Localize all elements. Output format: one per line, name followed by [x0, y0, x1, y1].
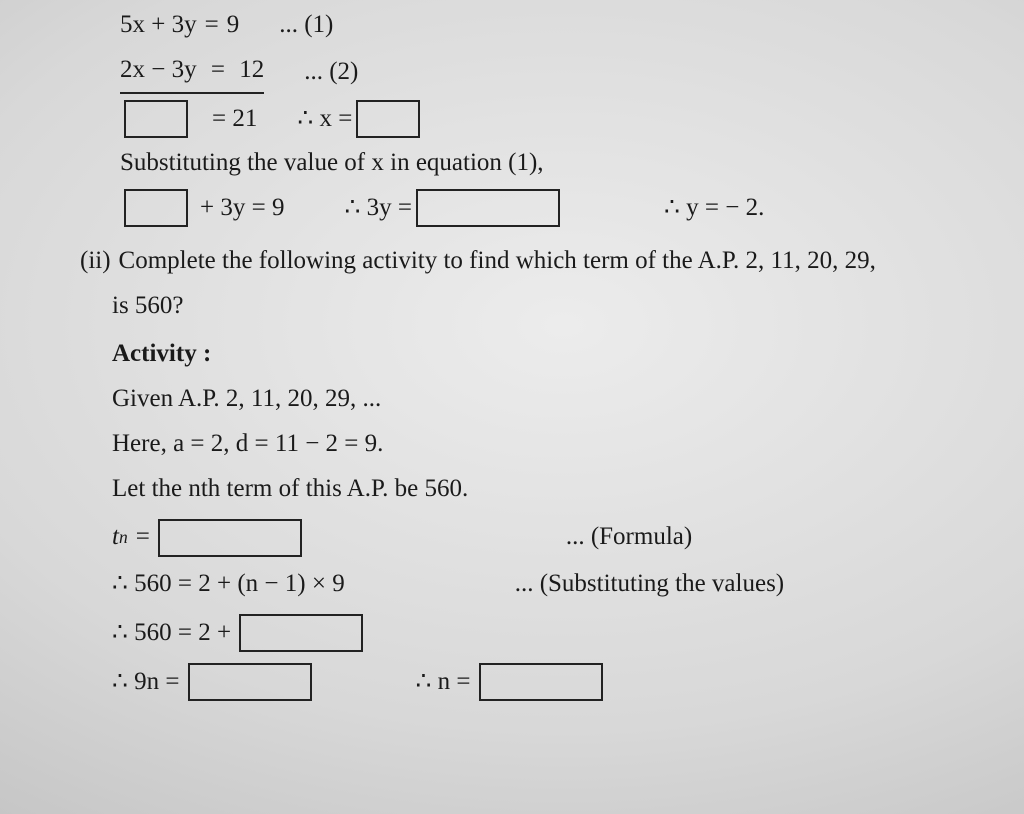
line-9n-right: ∴ n =: [416, 663, 471, 702]
line-560b: ∴ 560 = 2 +: [112, 614, 1000, 653]
given-text: Given A.P. 2, 11, 20, 29, ...: [112, 380, 381, 419]
blank-box[interactable]: [158, 519, 302, 557]
sum-rhs: = 21: [212, 100, 257, 139]
line-560b-text: ∴ 560 = 2 +: [112, 614, 231, 653]
let-text: Let the nth term of this A.P. be 560.: [112, 470, 468, 509]
line-560a: ∴ 560 = 2 + (n − 1) × 9 ... (Substitutin…: [112, 565, 1000, 604]
subst-mid: ∴ 3y =: [344, 189, 412, 228]
sum-line: = 21 ∴ x =: [120, 100, 1000, 139]
eq2-underlined: 2x − 3y = 12: [120, 51, 264, 94]
here-line: Here, a = 2, d = 11 − 2 = 9.: [112, 425, 1000, 464]
part-ii-text2: is 560?: [112, 287, 184, 326]
formula-tag: ... (Formula): [566, 518, 692, 557]
substituting-sentence: Substituting the value of x in equation …: [120, 144, 1000, 183]
worksheet-page: 5x + 3y = 9 ... (1) 2x − 3y = 12 ... (2)…: [40, 0, 1000, 707]
part-ii-text1: Complete the following activity to find …: [119, 242, 876, 281]
subst-text: Substituting the value of x in equation …: [120, 144, 544, 183]
tn-sub: n: [119, 524, 128, 551]
subst-line: + 3y = 9 ∴ 3y = ∴ y = − 2.: [120, 189, 1000, 228]
part-ii-line2: is 560?: [112, 287, 1000, 326]
part-ii-label: (ii): [80, 242, 111, 281]
eq1-rhs: 9: [227, 6, 240, 45]
eq2-tag: ... (2): [304, 53, 358, 92]
subst-end: ∴ y = − 2.: [664, 189, 764, 228]
tn-line: t n = ... (Formula): [112, 518, 1000, 557]
eq-sign: =: [205, 6, 219, 45]
equation-1: 5x + 3y = 9 ... (1): [120, 6, 1000, 45]
eq1-tag: ... (1): [279, 6, 333, 45]
line-9n: ∴ 9n = ∴ n =: [112, 663, 1000, 702]
blank-box[interactable]: [124, 189, 188, 227]
let-line: Let the nth term of this A.P. be 560.: [112, 470, 1000, 509]
eq2-rhs: 12: [239, 56, 264, 83]
blank-box[interactable]: [239, 614, 363, 652]
blank-box[interactable]: [188, 663, 312, 701]
activity-heading: Activity :: [112, 335, 1000, 374]
tn-lhs: t n =: [112, 518, 150, 557]
tn-t: t: [112, 518, 119, 557]
line-560a-text: ∴ 560 = 2 + (n − 1) × 9: [112, 565, 345, 604]
line-9n-left: ∴ 9n =: [112, 663, 180, 702]
subst-after-box: + 3y = 9: [200, 189, 284, 228]
equation-2: 2x − 3y = 12 ... (2): [120, 51, 1000, 94]
tn-eq: =: [136, 518, 150, 557]
line-560a-tag: ... (Substituting the values): [515, 565, 784, 604]
part-ii-line1: (ii) Complete the following activity to …: [80, 242, 1000, 281]
here-text: Here, a = 2, d = 11 − 2 = 9.: [112, 425, 383, 464]
eq1-lhs: 5x + 3y: [120, 6, 197, 45]
blank-box[interactable]: [124, 100, 188, 138]
eq-sign: =: [211, 56, 225, 83]
activity-label: Activity :: [112, 335, 211, 374]
blank-box[interactable]: [416, 189, 560, 227]
eq2-lhs: 2x − 3y: [120, 56, 197, 83]
blank-box[interactable]: [479, 663, 603, 701]
given-ap: Given A.P. 2, 11, 20, 29, ...: [112, 380, 1000, 419]
therefore-x: ∴ x =: [297, 100, 352, 139]
blank-box[interactable]: [356, 100, 420, 138]
